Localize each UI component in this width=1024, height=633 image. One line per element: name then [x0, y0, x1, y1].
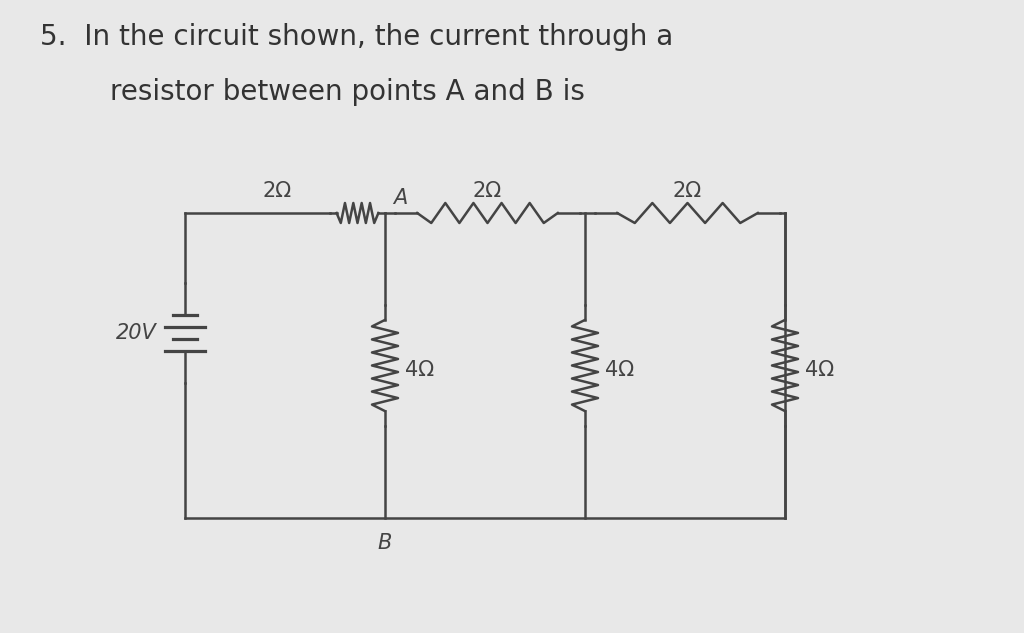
Text: 2Ω: 2Ω	[673, 181, 701, 201]
Text: 2Ω: 2Ω	[263, 181, 292, 201]
Text: resistor between points A and B is: resistor between points A and B is	[110, 78, 585, 106]
Text: B: B	[378, 533, 392, 553]
Text: 20V: 20V	[117, 323, 157, 343]
Text: 4Ω: 4Ω	[605, 361, 634, 380]
Text: 4Ω: 4Ω	[406, 361, 434, 380]
Text: 4Ω: 4Ω	[805, 361, 835, 380]
Text: A: A	[393, 188, 408, 208]
Text: 2Ω: 2Ω	[472, 181, 502, 201]
Text: 5.  In the circuit shown, the current through a: 5. In the circuit shown, the current thr…	[40, 23, 673, 51]
